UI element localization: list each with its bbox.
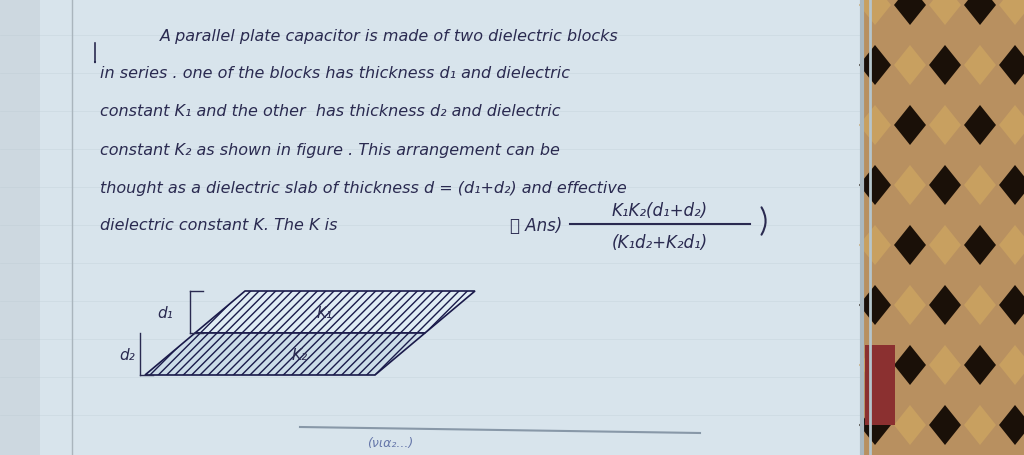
Polygon shape	[999, 106, 1024, 146]
Polygon shape	[929, 345, 961, 385]
Polygon shape	[999, 345, 1024, 385]
Polygon shape	[964, 226, 996, 265]
Polygon shape	[929, 166, 961, 206]
FancyBboxPatch shape	[860, 0, 1024, 455]
Polygon shape	[859, 226, 891, 265]
Text: ⓒ Ans): ⓒ Ans)	[510, 217, 562, 234]
Polygon shape	[929, 226, 961, 265]
Polygon shape	[859, 106, 891, 146]
Polygon shape	[859, 405, 891, 445]
Polygon shape	[894, 226, 926, 265]
Text: thought as a dielectric slab of thickness d = (d₁+d₂) and effective: thought as a dielectric slab of thicknes…	[100, 180, 627, 195]
Polygon shape	[859, 166, 891, 206]
Polygon shape	[999, 226, 1024, 265]
Polygon shape	[894, 345, 926, 385]
FancyBboxPatch shape	[40, 0, 860, 455]
Polygon shape	[964, 46, 996, 86]
Text: K₁: K₁	[317, 305, 333, 320]
Polygon shape	[894, 106, 926, 146]
Polygon shape	[999, 166, 1024, 206]
Polygon shape	[964, 345, 996, 385]
Polygon shape	[894, 46, 926, 86]
Polygon shape	[145, 333, 425, 375]
Text: K₁K₂(d₁+d₂): K₁K₂(d₁+d₂)	[612, 202, 708, 219]
FancyBboxPatch shape	[0, 0, 880, 455]
Polygon shape	[964, 166, 996, 206]
Text: (νια₂...): (νια₂...)	[367, 436, 413, 450]
Text: in series . one of the blocks has thickness d₁ and dielectric: in series . one of the blocks has thickn…	[100, 66, 570, 81]
Polygon shape	[999, 46, 1024, 86]
Polygon shape	[859, 46, 891, 86]
Polygon shape	[894, 0, 926, 26]
Text: constant K₁ and the other  has thickness d₂ and dielectric: constant K₁ and the other has thickness …	[100, 104, 560, 119]
Polygon shape	[929, 405, 961, 445]
Polygon shape	[894, 285, 926, 325]
Text: (K₁d₂+K₂d₁): (K₁d₂+K₂d₁)	[612, 233, 708, 252]
Polygon shape	[999, 405, 1024, 445]
Polygon shape	[894, 166, 926, 206]
Polygon shape	[964, 285, 996, 325]
Text: d₂: d₂	[119, 347, 135, 362]
Polygon shape	[894, 405, 926, 445]
Polygon shape	[195, 291, 475, 333]
FancyBboxPatch shape	[865, 345, 895, 425]
Polygon shape	[964, 0, 996, 26]
Polygon shape	[999, 0, 1024, 26]
Text: K₂: K₂	[292, 347, 308, 362]
Text: dielectric constant K. The K is: dielectric constant K. The K is	[100, 218, 338, 233]
Polygon shape	[859, 285, 891, 325]
Text: d₁: d₁	[158, 305, 173, 320]
Polygon shape	[859, 345, 891, 385]
Polygon shape	[964, 405, 996, 445]
Polygon shape	[929, 106, 961, 146]
Text: constant K₂ as shown in figure . This arrangement can be: constant K₂ as shown in figure . This ar…	[100, 142, 560, 157]
Polygon shape	[929, 0, 961, 26]
Polygon shape	[999, 285, 1024, 325]
Text: A parallel plate capacitor is made of two dielectric blocks: A parallel plate capacitor is made of tw…	[160, 29, 618, 43]
Polygon shape	[964, 106, 996, 146]
Polygon shape	[929, 285, 961, 325]
Polygon shape	[929, 46, 961, 86]
Polygon shape	[859, 0, 891, 26]
